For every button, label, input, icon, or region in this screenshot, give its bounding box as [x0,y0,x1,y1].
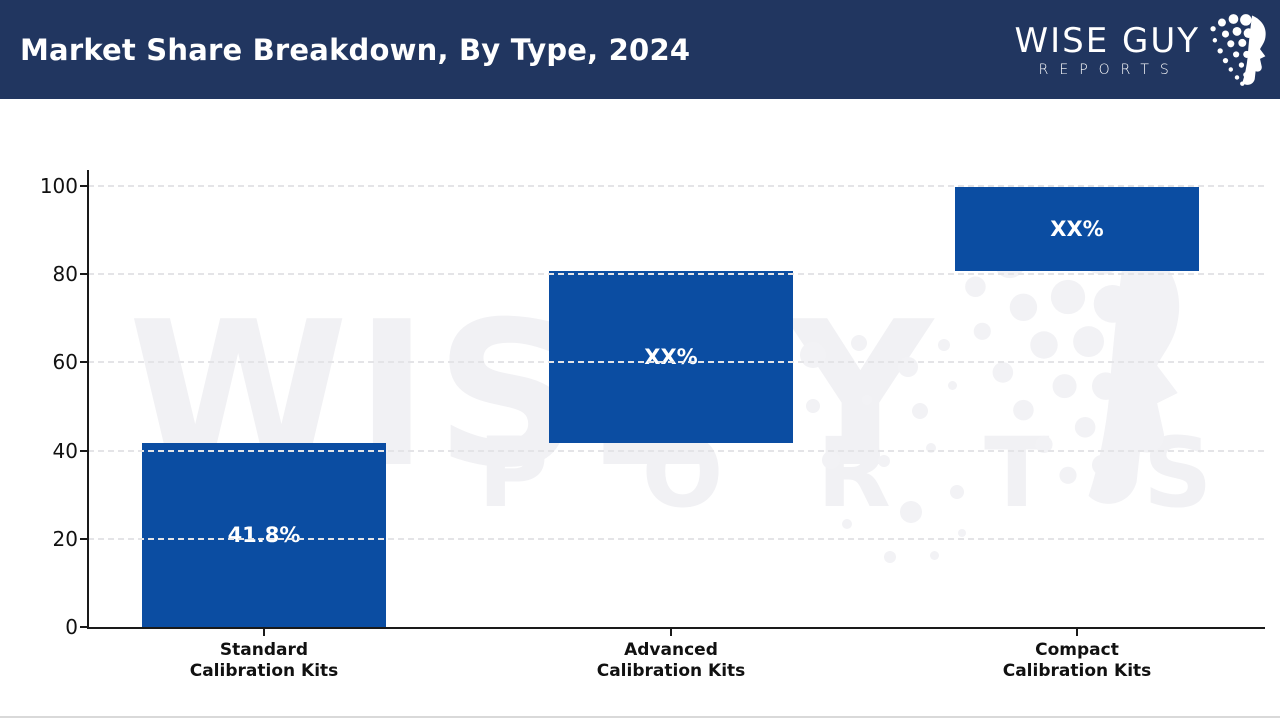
watermark-dot-5 [806,399,820,413]
watermark-dot-14 [950,485,964,499]
y-tick-mark-20 [80,537,88,540]
watermark-dot-15 [884,551,896,563]
bar-segment-2: XX% [549,270,793,443]
gridline-20 [88,537,1264,540]
y-tick-mark-40 [80,449,88,452]
bar-value-label-1: 41.8% [227,522,301,547]
y-tick-mark-80 [80,273,88,276]
x-category-label-2: Advanced Calibration Kits [596,640,746,681]
wise-guy-reports-logo: WISE GUY REPORTS [1014,11,1280,89]
header-band: Market Share Breakdown, By Type, 2024 WI… [0,0,1280,99]
watermark-dot-2 [851,335,867,351]
logo-wordmark: WISE GUY [1014,21,1200,61]
watermark-y-text: Y [788,279,933,512]
watermark-dot-10 [878,455,890,467]
watermark-dot-13 [842,519,852,529]
watermark-dot-1 [800,342,826,368]
y-tick-label-80: 80 [52,262,78,287]
y-tick-mark-100 [80,185,88,187]
bar-value-label-3: XX% [1050,216,1104,241]
bottom-divider-line [0,716,1280,718]
logo-text-block: WISE GUY REPORTS [1014,21,1200,78]
bar-value-label-2: XX% [644,344,698,369]
bar-segment-3: XX% [955,186,1199,271]
watermark-dot-9 [822,451,840,469]
y-tick-mark-0 [80,626,88,628]
page-title: Market Share Breakdown, By Type, 2024 [20,32,691,67]
x-tick-mark-1 [263,629,265,636]
watermark-dot-12 [900,501,922,523]
watermark-dot-6 [862,395,872,405]
y-axis-line [87,170,89,628]
x-axis-line [87,627,1265,629]
logo-head-icon [1210,13,1266,86]
watermark-dot-11 [926,443,936,453]
watermark-dot-16 [930,551,939,560]
watermark-dot-3 [898,357,918,377]
gridline-80 [88,273,1264,276]
gridline-100 [88,185,1264,187]
x-tick-mark-2 [670,629,672,636]
y-tick-label-0: 0 [65,615,78,639]
gridline-60 [88,361,1264,364]
x-tick-mark-3 [1076,629,1078,636]
y-tick-label-100: 100 [39,174,78,198]
y-tick-mark-60 [80,361,88,364]
x-category-label-1: Standard Calibration Kits [189,640,339,681]
y-tick-label-40: 40 [52,438,78,463]
logo-subtitle: REPORTS [1038,62,1180,78]
gridline-40 [88,449,1264,452]
watermark-dot-7 [912,403,928,419]
x-category-label-3: Compact Calibration Kits [1002,640,1152,681]
watermark-dot-4 [938,339,950,351]
watermark-dot-8 [948,381,957,390]
bar-segment-1: 41.8% [142,442,386,627]
watermark-dot-17 [958,529,966,537]
y-tick-label-20: 20 [52,526,78,551]
y-tick-label-60: 60 [52,350,78,375]
